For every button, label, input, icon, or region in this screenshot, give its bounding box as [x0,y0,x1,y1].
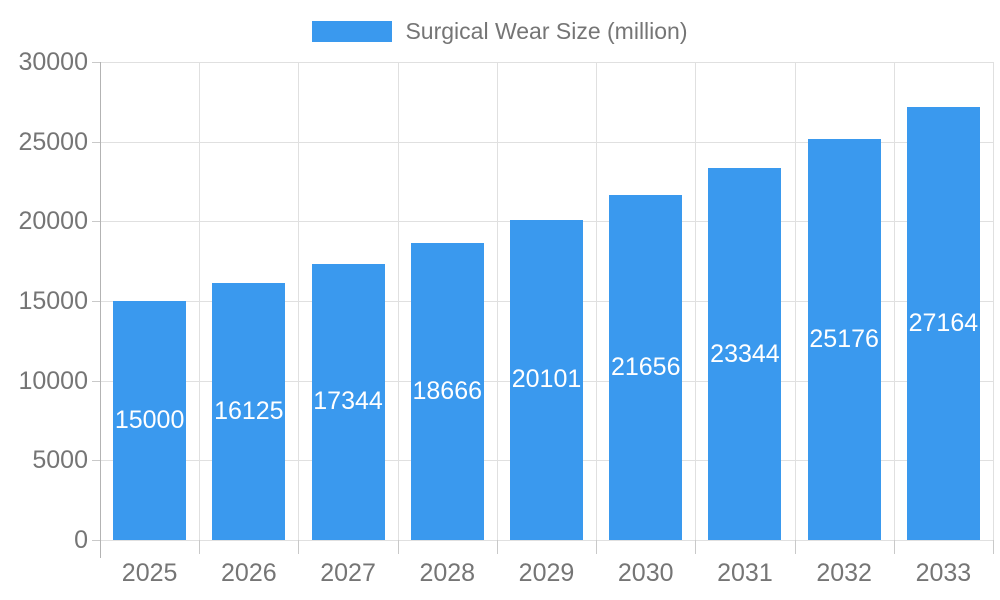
y-axis-tick [92,540,100,541]
gridline-vertical [397,62,399,540]
x-tick-label: 2026 [221,559,277,587]
x-axis-tick [893,540,895,554]
x-axis-tick [199,540,201,554]
y-tick-label: 25000 [18,127,88,156]
gridline-horizontal [100,141,993,143]
x-axis-tick [596,540,598,554]
y-tick-label: 10000 [18,366,88,395]
bar-value-label: 17344 [313,387,383,416]
y-axis-tick [92,221,100,223]
y-axis-tick [92,301,100,302]
x-axis-tick [496,540,498,554]
gridline-vertical [993,62,994,540]
x-tick-label: 2029 [518,559,575,587]
plot-area: 15000 16125 17344 18666 20101 21656 23344 25176… [100,62,994,558]
x-axis-tick [695,540,697,554]
bar-value-label: 27164 [908,309,979,338]
y-tick-label: 15000 [18,287,88,315]
bar-2025: 15000 [113,301,187,540]
y-axis-tick [92,460,100,462]
bar-value-label: 18666 [412,376,483,405]
y-tick-label: 30000 [18,48,88,76]
bar-2033: 27164 [906,107,980,540]
x-tick-label: 2028 [419,559,476,587]
bar-2027: 17344 [311,263,385,540]
y-axis-tick [92,380,100,382]
gridline-horizontal [100,62,993,63]
gridline-vertical [298,62,300,540]
x-tick-label: 2032 [816,559,872,587]
y-tick-label: 0 [74,526,88,554]
gridline-vertical [199,62,201,540]
y-axis-line [100,62,101,558]
y-axis-tick [92,141,100,143]
bar-2030: 21656 [609,194,683,540]
bar-2029: 20101 [510,219,583,540]
y-axis: 0 5000 10000 15000 20000 25000 30000 [0,50,88,553]
bar-value-label: 21656 [610,352,681,381]
x-tick-label: 2033 [915,559,972,587]
y-axis-tick [92,62,100,63]
x-axis-tick [993,540,994,554]
x-axis-tick [397,540,399,554]
bar-2031: 23344 [708,168,782,540]
bar-value-label: 25176 [809,324,879,353]
bar-2028: 18666 [410,242,484,540]
x-axis-tick [794,540,796,554]
y-tick-label: 20000 [18,207,88,236]
bar-2026: 16125 [212,283,286,540]
bar-value-label: 20101 [511,365,582,394]
bar-value-label: 16125 [214,397,284,426]
x-tick-label: 2025 [121,559,178,587]
bar-value-label: 15000 [114,406,185,434]
gridline-vertical [893,62,895,540]
gridline-vertical [794,62,796,540]
legend-item[interactable]: Surgical Wear Size (million) [0,14,1000,48]
x-axis-tick [298,540,300,554]
gridline-vertical [596,62,598,540]
bar-2032: 25176 [807,138,881,540]
gridline-horizontal [100,540,993,541]
x-tick-label: 2027 [320,559,376,587]
x-axis: 2025 2026 2027 2028 2029 2030 2031 2032 2033 [100,561,993,591]
gridline-vertical [695,62,697,540]
bar-value-label: 23344 [710,339,780,368]
legend-swatch [312,20,393,42]
x-tick-label: 2031 [717,559,773,587]
gridline-vertical [496,62,498,540]
y-tick-label: 5000 [32,446,88,475]
x-tick-label: 2030 [617,559,674,587]
legend-label: Surgical Wear Size (million) [405,17,688,44]
